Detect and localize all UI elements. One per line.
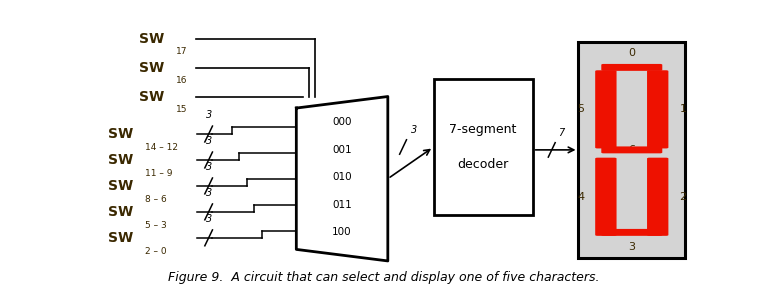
Text: 4: 4: [577, 192, 584, 202]
FancyBboxPatch shape: [647, 70, 668, 148]
Text: 8 – 6: 8 – 6: [145, 195, 167, 203]
Text: 0: 0: [628, 48, 635, 58]
Text: 3: 3: [207, 136, 213, 146]
Text: 3: 3: [628, 241, 635, 251]
Text: 5: 5: [578, 104, 584, 114]
Text: SW: SW: [108, 231, 134, 245]
Text: 11 – 9: 11 – 9: [145, 169, 173, 178]
FancyBboxPatch shape: [595, 158, 617, 236]
Text: 010: 010: [332, 172, 352, 182]
Text: 001: 001: [332, 145, 352, 155]
Text: 16: 16: [176, 76, 187, 85]
Text: 3: 3: [207, 162, 213, 172]
Text: 3: 3: [412, 125, 418, 135]
Text: 7-segment: 7-segment: [449, 123, 517, 136]
Text: Figure 9.  A circuit that can select and display one of five characters.: Figure 9. A circuit that can select and …: [168, 271, 600, 284]
Text: 6: 6: [628, 145, 635, 155]
FancyBboxPatch shape: [601, 229, 662, 236]
Text: 011: 011: [332, 200, 352, 210]
Text: 1: 1: [680, 104, 687, 114]
Text: 000: 000: [332, 118, 352, 128]
Text: SW: SW: [139, 32, 164, 46]
FancyBboxPatch shape: [647, 158, 668, 236]
Text: 15: 15: [176, 105, 187, 114]
Text: 2: 2: [680, 192, 687, 202]
Text: SW: SW: [139, 61, 164, 75]
Text: 2 – 0: 2 – 0: [145, 246, 167, 255]
Text: 5 – 3: 5 – 3: [145, 220, 167, 230]
Text: 7: 7: [558, 128, 564, 138]
Text: SW: SW: [108, 179, 134, 193]
Text: 3: 3: [207, 214, 213, 224]
Text: 3: 3: [207, 188, 213, 198]
Text: 14 – 12: 14 – 12: [145, 143, 178, 152]
Text: SW: SW: [108, 205, 134, 219]
FancyBboxPatch shape: [595, 70, 617, 148]
FancyBboxPatch shape: [601, 146, 662, 153]
Text: SW: SW: [108, 153, 134, 167]
Text: 17: 17: [176, 48, 187, 56]
Text: 100: 100: [332, 227, 352, 237]
FancyBboxPatch shape: [601, 64, 662, 71]
Bar: [578, 42, 685, 258]
Text: SW: SW: [108, 127, 134, 141]
Text: decoder: decoder: [458, 158, 508, 171]
Text: SW: SW: [139, 89, 164, 103]
Bar: [434, 79, 533, 215]
Text: 3: 3: [207, 110, 213, 120]
